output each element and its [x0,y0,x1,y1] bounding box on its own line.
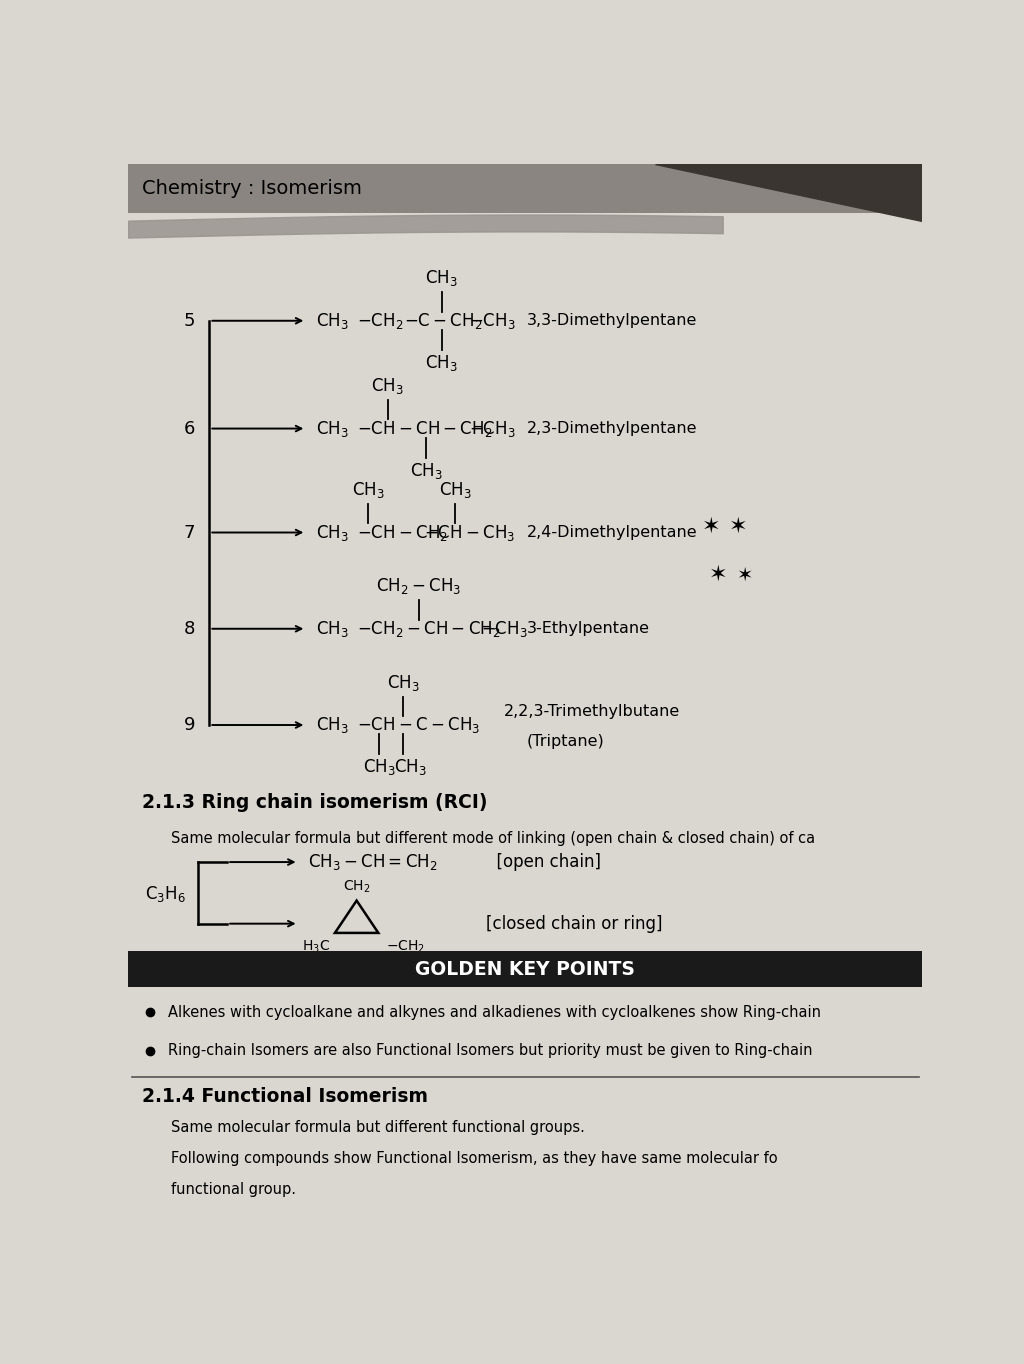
Text: 2,3-Dimethylpentane: 2,3-Dimethylpentane [527,421,697,436]
Text: $\mathregular{CH_2}$: $\mathregular{CH_2}$ [343,878,371,895]
FancyBboxPatch shape [128,221,922,1214]
Text: 2.1.3 Ring chain isomerism (RCI): 2.1.3 Ring chain isomerism (RCI) [142,792,487,812]
Text: $\mathregular{C_3H_6}$: $\mathregular{C_3H_6}$ [145,884,186,904]
Text: $\mathregular{-C-CH_2}$: $\mathregular{-C-CH_2}$ [403,311,482,330]
Text: ✶: ✶ [729,517,748,536]
Text: $\mathregular{H_3C}$: $\mathregular{H_3C}$ [302,938,331,955]
Text: 7: 7 [183,524,196,542]
Text: $\mathregular{-CH_3}$: $\mathregular{-CH_3}$ [469,419,516,439]
Text: $\mathregular{CH_3}$: $\mathregular{CH_3}$ [410,461,442,481]
Text: $\mathregular{CH_3}$: $\mathregular{CH_3}$ [315,619,348,638]
Text: $\mathregular{-CH_3}$: $\mathregular{-CH_3}$ [469,311,516,330]
Text: $\mathregular{CH_3}$: $\mathregular{CH_3}$ [426,353,459,374]
Text: $\mathregular{CH_3-CH=CH_2}$: $\mathregular{CH_3-CH=CH_2}$ [308,852,437,872]
Text: $\mathregular{-CH_3}$: $\mathregular{-CH_3}$ [480,619,527,638]
FancyBboxPatch shape [128,164,922,213]
Text: $\mathregular{CH_3}$: $\mathregular{CH_3}$ [426,269,459,288]
Text: 3,3-Dimethylpentane: 3,3-Dimethylpentane [527,314,697,329]
Polygon shape [655,164,922,221]
Text: Same molecular formula but different mode of linking (open chain & closed chain): Same molecular formula but different mod… [171,832,815,847]
Text: [open chain]: [open chain] [486,852,601,872]
Text: Ring-chain Isomers are also Functional Isomers but priority must be given to Rin: Ring-chain Isomers are also Functional I… [168,1043,813,1058]
Text: $\mathregular{-CH_2-CH-CH_2}$: $\mathregular{-CH_2-CH-CH_2}$ [356,619,500,638]
Text: Following compounds show Functional Isomerism, as they have same molecular fo: Following compounds show Functional Isom… [171,1151,777,1166]
FancyBboxPatch shape [128,952,922,986]
Text: functional group.: functional group. [171,1181,296,1196]
Text: ✶: ✶ [710,565,728,585]
Text: $\mathregular{-CH-CH_3}$: $\mathregular{-CH-CH_3}$ [424,522,515,543]
Text: 6: 6 [183,420,196,438]
Text: ✶: ✶ [736,565,753,584]
Text: ✶: ✶ [701,517,720,536]
Text: GOLDEN KEY POINTS: GOLDEN KEY POINTS [415,960,635,978]
Text: 2,2,3-Trimethylbutane: 2,2,3-Trimethylbutane [504,704,680,719]
Text: 5: 5 [183,312,196,330]
Text: $\mathregular{CH_2-CH_3}$: $\mathregular{CH_2-CH_3}$ [376,577,461,596]
Text: Alkenes with cycloalkane and alkynes and alkadienes with cycloalkenes show Ring-: Alkenes with cycloalkane and alkynes and… [168,1005,821,1020]
Text: $\mathregular{CH_3}$: $\mathregular{CH_3}$ [394,757,427,777]
Text: 2,4-Dimethylpentane: 2,4-Dimethylpentane [527,525,697,540]
Text: $\mathregular{-CH_2}$: $\mathregular{-CH_2}$ [356,311,403,330]
Text: $\mathregular{CH_3}$: $\mathregular{CH_3}$ [372,376,404,396]
Text: 9: 9 [183,716,196,734]
Text: $\mathregular{-CH-C-CH_3}$: $\mathregular{-CH-C-CH_3}$ [356,715,480,735]
Text: $\mathregular{CH_3}$: $\mathregular{CH_3}$ [315,715,348,735]
Text: $\mathregular{CH_3}$: $\mathregular{CH_3}$ [315,522,348,543]
Text: $\mathregular{-CH_2}$: $\mathregular{-CH_2}$ [386,938,425,955]
Text: Chemistry : Isomerism: Chemistry : Isomerism [142,179,361,198]
Text: $\mathregular{-CH-CH-CH_2}$: $\mathregular{-CH-CH-CH_2}$ [356,419,493,439]
Text: [closed chain or ring]: [closed chain or ring] [486,915,663,933]
Text: $\mathregular{CH_3}$: $\mathregular{CH_3}$ [315,311,348,330]
Text: 2.1.4 Functional Isomerism: 2.1.4 Functional Isomerism [142,1087,428,1106]
Text: $\mathregular{CH_3}$: $\mathregular{CH_3}$ [362,757,395,777]
Text: 3-Ethylpentane: 3-Ethylpentane [527,621,650,636]
Text: $\mathregular{-CH-CH_2}$: $\mathregular{-CH-CH_2}$ [356,522,447,543]
Text: $\mathregular{CH_3}$: $\mathregular{CH_3}$ [315,419,348,439]
Text: 8: 8 [183,619,196,638]
Text: Same molecular formula but different functional groups.: Same molecular formula but different fun… [171,1120,585,1135]
Text: (Triptane): (Triptane) [527,734,605,749]
Text: $\mathregular{CH_3}$: $\mathregular{CH_3}$ [352,480,385,501]
Text: $\mathregular{CH_3}$: $\mathregular{CH_3}$ [438,480,471,501]
Text: $\mathregular{CH_3}$: $\mathregular{CH_3}$ [387,672,420,693]
